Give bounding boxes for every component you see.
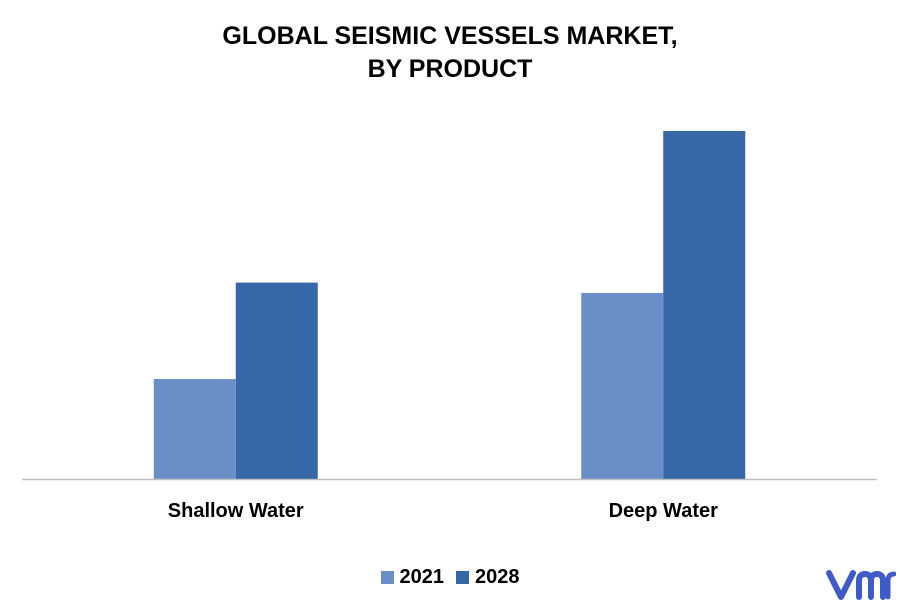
bar-deep-water-2028 <box>663 131 746 479</box>
category-label-deep-water: Deep Water <box>609 500 719 522</box>
chart-title: GLOBAL SEISMIC VESSELS MARKET, BY PRODUC… <box>0 20 900 86</box>
legend-item-2021: 2021 <box>380 566 445 589</box>
bars-group <box>153 131 746 479</box>
chart-title-line-2: BY PRODUCT <box>367 55 533 83</box>
legend-label-2021: 2021 <box>399 566 445 588</box>
category-label-shallow-water: Shallow Water <box>168 500 304 522</box>
bar-shallow-water-2028 <box>235 282 318 479</box>
vmr-logo-icon <box>826 570 896 600</box>
legend-swatch-2028 <box>456 571 469 584</box>
legend-label-2028: 2028 <box>475 566 520 588</box>
chart-title-line-1: GLOBAL SEISMIC VESSELS MARKET, <box>222 22 678 50</box>
category-labels: Shallow Water Deep Water <box>168 500 718 522</box>
legend-swatch-2021 <box>380 571 394 584</box>
legend: 2021 2028 <box>0 566 900 589</box>
bar-shallow-water-2021 <box>153 379 236 479</box>
bar-deep-water-2021 <box>581 292 664 479</box>
legend-item-2028: 2028 <box>456 566 520 589</box>
